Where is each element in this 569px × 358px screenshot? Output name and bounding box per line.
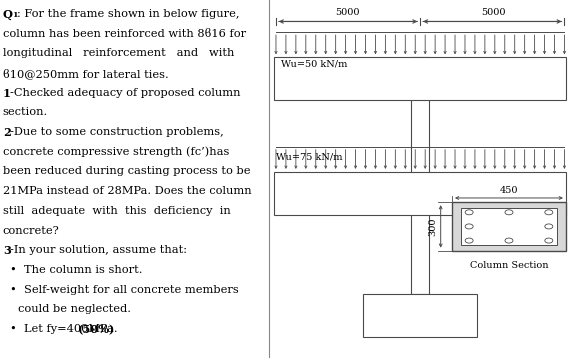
Bar (452, 202, 566, 251)
Text: Q: Q (3, 9, 13, 20)
Text: 300: 300 (428, 217, 437, 236)
Circle shape (505, 210, 513, 215)
Bar (411, 57, 429, 294)
Circle shape (505, 238, 513, 243)
Text: 1: 1 (3, 88, 11, 99)
Text: longitudinal   reinforcement   and   with: longitudinal reinforcement and with (3, 48, 234, 58)
Text: section.: section. (3, 107, 48, 117)
Text: -Due to some construction problems,: -Due to some construction problems, (10, 127, 224, 137)
Text: 5000: 5000 (335, 8, 360, 17)
Text: been reduced during casting process to be: been reduced during casting process to b… (3, 166, 250, 176)
Text: 1: 1 (13, 11, 18, 19)
Text: •  Self-weight for all concrete members: • Self-weight for all concrete members (10, 285, 239, 295)
Text: 5000: 5000 (481, 8, 505, 17)
Bar (274, 57, 566, 100)
Text: •  The column is short.: • The column is short. (10, 265, 143, 275)
Text: 450: 450 (500, 186, 518, 195)
Circle shape (545, 210, 552, 215)
Text: concrete compressive strength (fc’)has: concrete compressive strength (fc’)has (3, 147, 229, 158)
Text: : For the frame shown in below figure,: : For the frame shown in below figure, (17, 9, 239, 19)
Text: -Checked adequacy of proposed column: -Checked adequacy of proposed column (10, 88, 241, 98)
Text: -In your solution, assume that:: -In your solution, assume that: (10, 245, 187, 255)
Circle shape (465, 210, 473, 215)
Circle shape (545, 238, 552, 243)
Text: Wu=50 kN/m: Wu=50 kN/m (281, 59, 348, 68)
Text: 3: 3 (3, 245, 11, 256)
Bar (461, 208, 556, 245)
Circle shape (545, 224, 552, 229)
Bar (363, 294, 477, 337)
Text: column has been reinforced with 8ϐ16 for: column has been reinforced with 8ϐ16 for (3, 29, 246, 39)
Text: •  Let fy=400MPa.: • Let fy=400MPa. (10, 324, 122, 334)
Text: 2: 2 (3, 127, 11, 138)
Text: ϐ10@250mm for lateral ties.: ϐ10@250mm for lateral ties. (3, 68, 168, 79)
Text: could be neglected.: could be neglected. (18, 304, 131, 314)
Text: still  adequate  with  this  deficiency  in: still adequate with this deficiency in (3, 206, 230, 216)
Text: (50%): (50%) (77, 324, 115, 335)
Text: 21MPa instead of 28MPa. Does the column: 21MPa instead of 28MPa. Does the column (3, 186, 251, 196)
Text: Column Section: Column Section (470, 261, 548, 270)
Circle shape (465, 238, 473, 243)
Bar (274, 172, 566, 215)
Circle shape (465, 224, 473, 229)
Text: Wu=75 kN/m: Wu=75 kN/m (276, 152, 343, 161)
Text: concrete?: concrete? (3, 226, 60, 236)
